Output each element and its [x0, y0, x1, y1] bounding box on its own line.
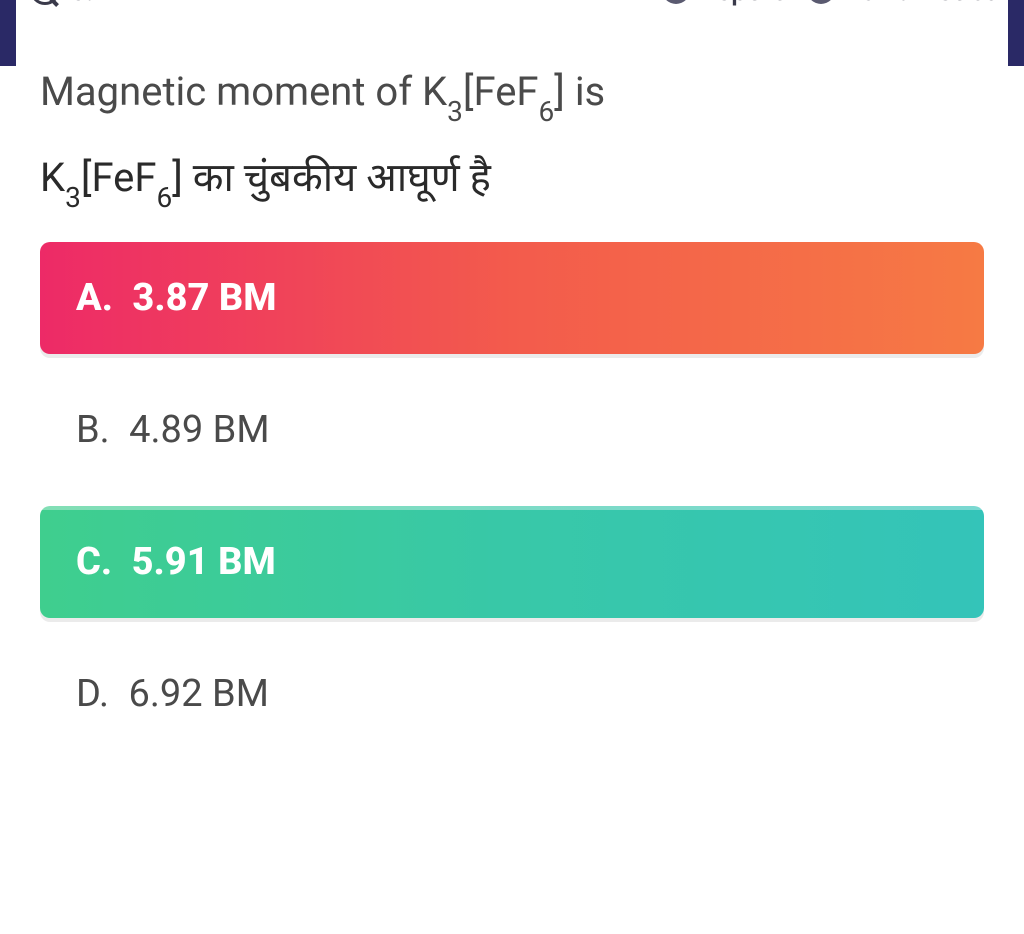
info-icon: i — [662, 0, 690, 4]
option-text: 6.92 BM — [129, 672, 269, 716]
option-text: 3.87 BM — [132, 276, 276, 320]
option-text: 5.91 BM — [132, 540, 276, 584]
option-label: C. — [76, 540, 112, 584]
option-label: B. — [76, 408, 110, 452]
left-edge-bar — [0, 0, 16, 66]
option-b[interactable]: B. 4.89 BM — [40, 398, 984, 462]
question-english: Magnetic moment of K3[FeF6] is — [40, 64, 984, 124]
report-label: Report — [698, 0, 782, 7]
chemical-formula: K3[FeF6] — [40, 154, 183, 201]
question-number-text: 5. — [70, 0, 94, 7]
option-c[interactable]: C. 5.91 BM — [40, 506, 984, 618]
report-button[interactable]: i Report — [662, 0, 782, 7]
question-number-icon — [30, 0, 60, 5]
chemical-formula: K3[FeF6] — [422, 68, 565, 115]
question-hindi: K3[FeF6] का चुंबकीय आघूर्ण है — [40, 148, 984, 212]
question-number: 5. — [30, 0, 94, 7]
option-label: A. — [76, 276, 113, 320]
question-text-block: Magnetic moment of K3[FeF6] is K3[FeF6] … — [0, 0, 1024, 212]
right-edge-bar — [1008, 0, 1024, 66]
option-label: D. — [76, 672, 109, 716]
info-icon: i — [807, 0, 835, 4]
options-list: A. 3.87 BM B. 4.89 BM C. 5.91 BM D. 6.92… — [0, 212, 1024, 726]
ask-doubt-button[interactable]: i Ask a Doubt — [807, 0, 994, 7]
option-a[interactable]: A. 3.87 BM — [40, 242, 984, 354]
question-en-suffix: is — [565, 68, 605, 115]
question-en-prefix: Magnetic moment of — [40, 68, 422, 115]
question-hi-suffix: का चुंबकीय आघूर्ण है — [183, 154, 491, 201]
option-d[interactable]: D. 6.92 BM — [40, 662, 984, 726]
option-text: 4.89 BM — [129, 408, 269, 452]
ask-doubt-label: Ask a Doubt — [843, 0, 994, 7]
